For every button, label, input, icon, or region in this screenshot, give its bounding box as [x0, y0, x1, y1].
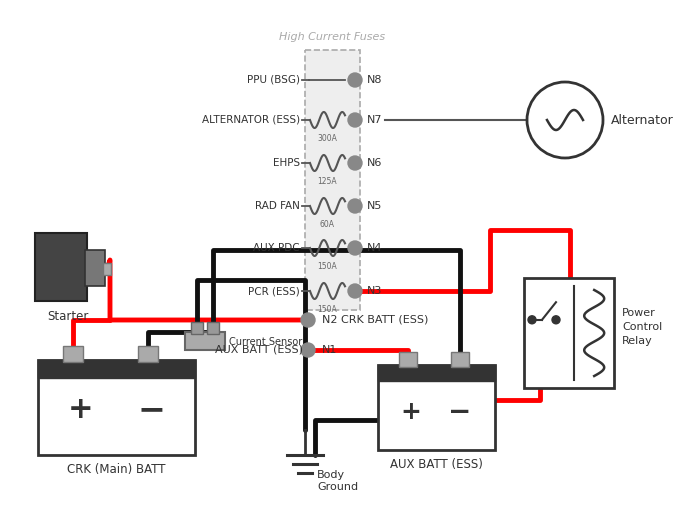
Bar — [62, 346, 83, 362]
Text: 300A: 300A — [318, 134, 337, 143]
Bar — [85, 250, 105, 286]
Text: High Current Fuses: High Current Fuses — [279, 32, 386, 42]
Text: N7: N7 — [367, 115, 382, 125]
Circle shape — [348, 284, 362, 298]
Bar — [451, 352, 469, 367]
Text: Alternator: Alternator — [611, 113, 673, 127]
Text: Current Sensor: Current Sensor — [229, 337, 302, 347]
Text: −: − — [448, 398, 472, 426]
Text: AUX PDC: AUX PDC — [253, 243, 300, 253]
Circle shape — [552, 316, 560, 324]
Text: N6: N6 — [367, 158, 382, 168]
Text: 150A: 150A — [318, 305, 337, 314]
Text: N8: N8 — [367, 75, 382, 85]
Text: AUX BATT (ESS): AUX BATT (ESS) — [215, 345, 303, 355]
Bar — [378, 365, 495, 450]
Circle shape — [348, 73, 362, 87]
Bar — [207, 322, 219, 334]
Circle shape — [348, 241, 362, 255]
Circle shape — [528, 316, 536, 324]
Bar — [35, 233, 87, 301]
Text: CRK (Main) BATT: CRK (Main) BATT — [67, 463, 166, 476]
Bar — [185, 332, 225, 350]
Text: N5: N5 — [367, 201, 382, 211]
Bar — [191, 322, 203, 334]
Text: +: + — [68, 395, 93, 424]
Circle shape — [348, 113, 362, 127]
Circle shape — [301, 313, 315, 327]
Bar — [38, 360, 195, 378]
Bar — [103, 263, 111, 275]
Text: EHPS: EHPS — [273, 158, 300, 168]
Text: AUX BATT (ESS): AUX BATT (ESS) — [390, 458, 483, 471]
Text: 150A: 150A — [318, 262, 337, 271]
Text: Starter: Starter — [48, 310, 89, 323]
Bar — [138, 346, 158, 362]
Circle shape — [301, 343, 315, 357]
Text: N1: N1 — [322, 345, 337, 355]
Text: PCR (ESS): PCR (ESS) — [248, 286, 300, 296]
Text: Power
Control
Relay: Power Control Relay — [622, 308, 662, 346]
Text: 60A: 60A — [320, 220, 335, 229]
Text: N3: N3 — [367, 286, 382, 296]
Text: PPU (BSG): PPU (BSG) — [247, 75, 300, 85]
Text: −: − — [137, 393, 165, 426]
Text: RAD FAN: RAD FAN — [255, 201, 300, 211]
Text: N2 CRK BATT (ESS): N2 CRK BATT (ESS) — [322, 315, 428, 325]
Text: ALTERNATOR (ESS): ALTERNATOR (ESS) — [202, 115, 300, 125]
Text: N4: N4 — [367, 243, 382, 253]
Text: 125A: 125A — [318, 177, 337, 186]
Circle shape — [348, 199, 362, 213]
Text: Body
Ground: Body Ground — [317, 470, 358, 492]
Bar — [524, 278, 614, 388]
Bar — [38, 360, 195, 455]
Bar — [378, 365, 495, 381]
Bar — [305, 50, 360, 310]
Circle shape — [348, 156, 362, 170]
Text: +: + — [400, 400, 421, 424]
Bar — [400, 352, 417, 367]
